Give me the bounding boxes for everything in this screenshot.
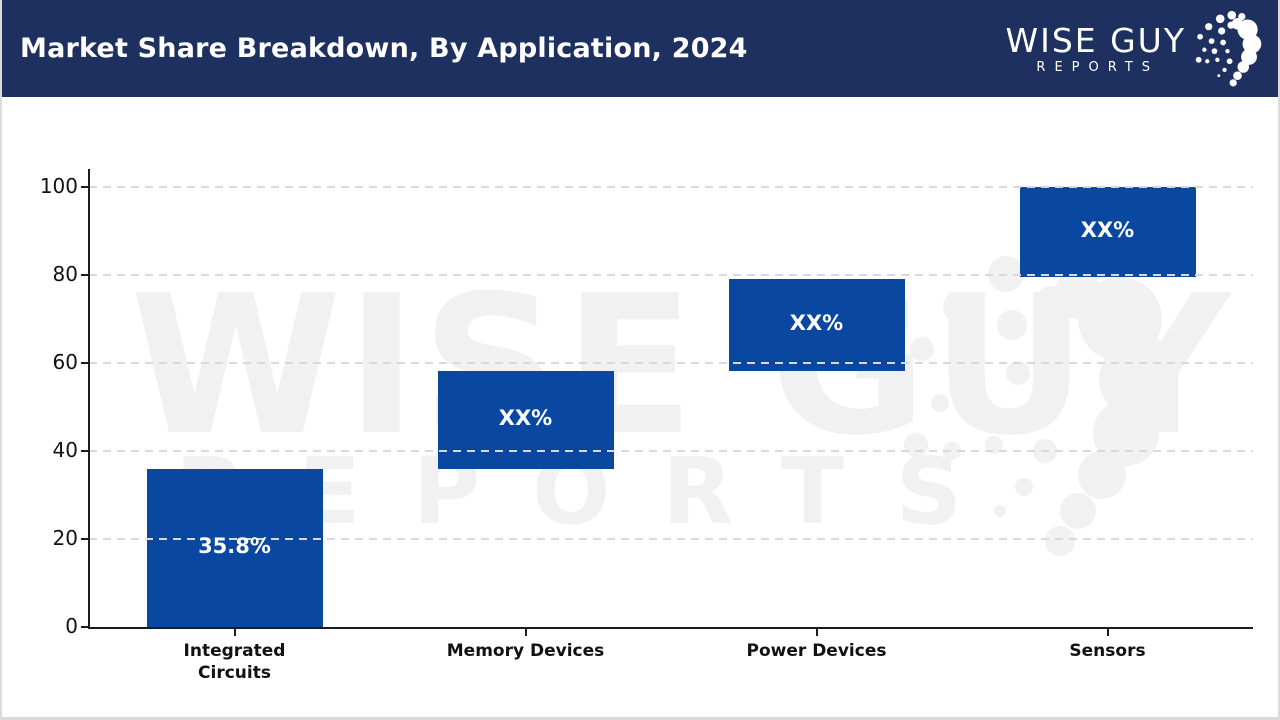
x-axis-tick: [524, 629, 527, 636]
y-axis-tick: [81, 186, 88, 188]
bar: [146, 469, 323, 627]
bar-value-label: XX%: [1080, 218, 1135, 243]
gridline: [89, 450, 1253, 452]
y-axis-line: [88, 169, 90, 629]
y-tick-label: 40: [52, 438, 78, 462]
x-axis-tick: [233, 629, 236, 636]
logo-head-icon: [1195, 10, 1262, 86]
watermark-head-icon: [904, 241, 1177, 556]
bar-value-label: XX%: [498, 406, 553, 431]
bar: [728, 278, 905, 371]
y-tick-label: 100: [39, 174, 78, 198]
y-tick-label: 60: [52, 350, 78, 374]
gridline: [89, 274, 1253, 276]
logo-wordmark-main: WISE GUY: [1005, 20, 1186, 60]
x-tick-label: Integrated Circuits: [183, 641, 286, 684]
gridline: [89, 186, 1253, 188]
x-axis-line: [88, 627, 1253, 629]
y-axis-tick: [81, 538, 88, 540]
gridline: [89, 362, 1253, 364]
gridline: [89, 538, 1253, 540]
y-axis-tick: [81, 362, 88, 364]
bar: [437, 370, 614, 470]
y-tick-label: 80: [52, 262, 78, 286]
logo-wordmark-sub: REPORTS: [1036, 59, 1160, 75]
y-axis-tick: [81, 450, 88, 452]
y-axis-tick: [81, 626, 88, 628]
brand-logo: WISE GUY REPORTS: [1005, 8, 1262, 90]
y-tick-label: 20: [52, 526, 78, 550]
bar-value-label: XX%: [789, 310, 844, 335]
y-axis-tick: [81, 274, 88, 276]
header: Market Share Breakdown, By Application, …: [0, 0, 1280, 97]
y-tick-label: 0: [65, 614, 78, 638]
x-axis-tick: [1106, 629, 1109, 636]
bar: [1019, 187, 1196, 278]
x-tick-label: Memory Devices: [446, 641, 605, 661]
bar-value-label: 35.8%: [198, 534, 271, 559]
page-title: Market Share Breakdown, By Application, …: [20, 33, 748, 64]
x-axis-tick: [815, 629, 818, 636]
x-tick-label: Power Devices: [746, 641, 887, 661]
logo-wordmark: WISE GUY REPORTS: [1005, 24, 1186, 74]
x-tick-label: Sensors: [1069, 641, 1146, 661]
